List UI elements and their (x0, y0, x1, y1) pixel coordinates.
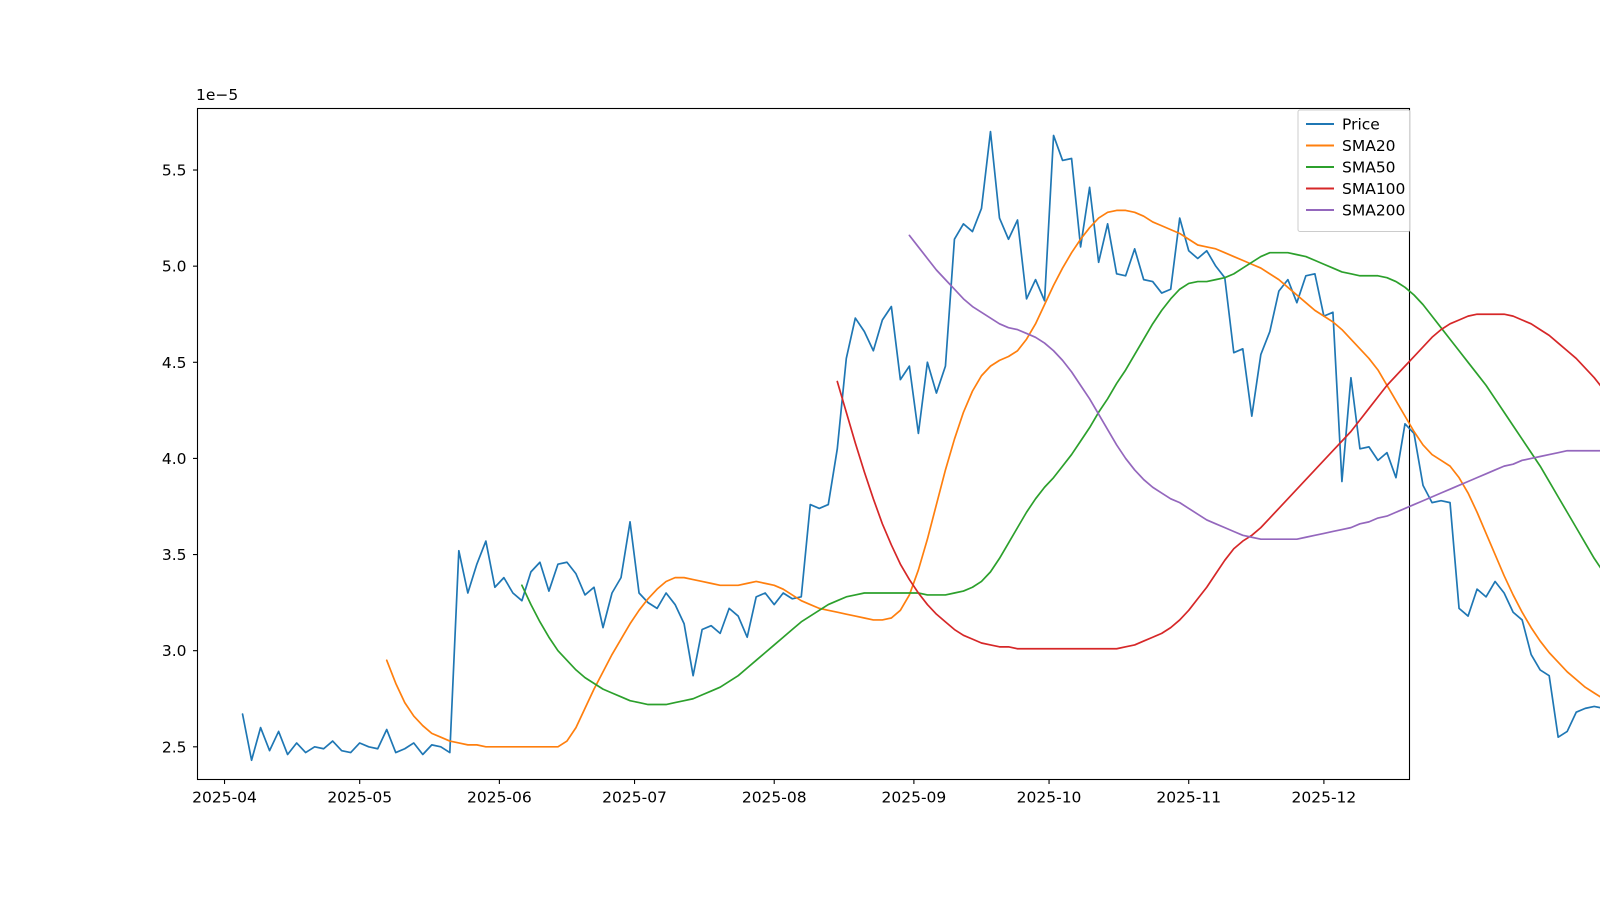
legend-label-sma50: SMA50 (1342, 159, 1396, 177)
x-tick-label: 2025-10 (1017, 789, 1082, 807)
y-tick-label: 4.5 (162, 354, 187, 372)
x-tick-label: 2025-08 (742, 789, 807, 807)
y-tick-label: 3.0 (162, 642, 187, 660)
x-tick-label: 2025-04 (192, 789, 257, 807)
x-tick-label: 2025-09 (882, 789, 947, 807)
y-axis-ticks: 2.5 3.0 3.5 4.0 4.5 5.0 5.5 (162, 162, 198, 756)
y-tick-label: 5.0 (162, 258, 187, 276)
y-tick-label: 4.0 (162, 450, 187, 468)
x-tick-label: 2025-11 (1156, 789, 1221, 807)
y-axis-offset-label: 1e−5 (196, 86, 238, 104)
legend-label-sma20: SMA20 (1342, 137, 1396, 155)
series-line-price (241, 130, 1600, 762)
x-tick-label: 2025-07 (602, 789, 667, 807)
x-axis-ticks: 2025-04 2025-05 2025-06 2025-07 2025-08 2025-… (192, 779, 1357, 807)
series-line-sma20 (385, 209, 1600, 748)
series-line-sma200 (908, 234, 1600, 541)
legend-label-sma200: SMA200 (1342, 202, 1405, 220)
chart-legend[interactable]: Price SMA20 SMA50 SMA100 SMA200 (1297, 109, 1411, 232)
series-line-sma100 (836, 313, 1600, 650)
y-tick-label: 2.5 (162, 738, 187, 756)
data-series-group (241, 130, 1600, 762)
y-tick-label: 3.5 (162, 546, 187, 564)
x-tick-label: 2025-06 (467, 789, 532, 807)
axes-spines (196, 107, 1411, 781)
y-tick-label: 5.5 (162, 162, 187, 180)
x-tick-label: 2025-12 (1292, 789, 1357, 807)
series-line-sma50 (521, 251, 1600, 706)
legend-label-price: Price (1342, 116, 1380, 134)
legend-label-sma100: SMA100 (1342, 180, 1405, 198)
x-tick-label: 2025-05 (327, 789, 392, 807)
legend-background (1297, 109, 1411, 232)
